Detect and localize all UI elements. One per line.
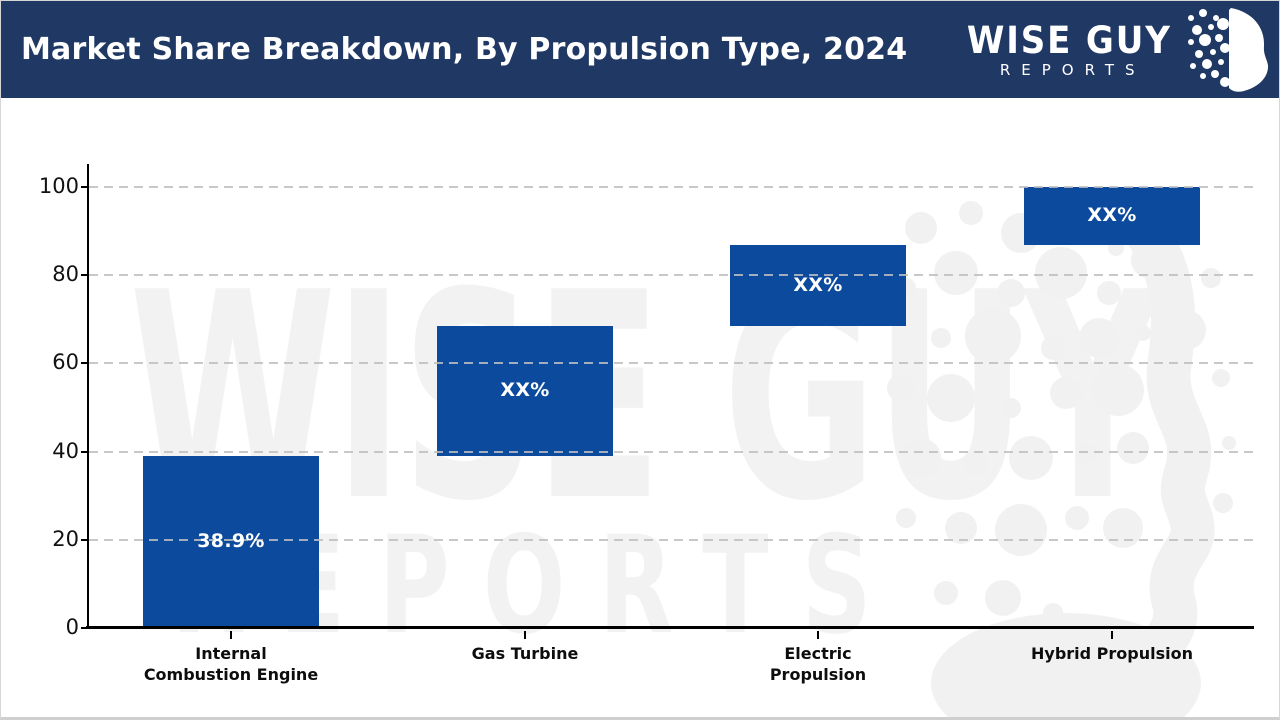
logo-subtext: REPORTS	[999, 60, 1146, 79]
header: Market Share Breakdown, By Propulsion Ty…	[1, 1, 1279, 98]
x-category-label-line: Internal	[195, 644, 267, 663]
y-tick-label-40: 40	[52, 438, 79, 463]
brand-logo: WISE GUY REPORTS	[958, 6, 1269, 94]
x-category-label: Hybrid Propulsion	[982, 643, 1242, 664]
y-tick-mark-20	[81, 538, 89, 541]
bar-value-label: XX%	[793, 273, 843, 296]
x-category-label-line: Hybrid Propulsion	[1031, 644, 1193, 663]
gridline-40	[89, 450, 1254, 453]
x-category-label-line: Gas Turbine	[471, 644, 579, 663]
x-axis-line	[86, 626, 1254, 629]
y-tick-label-100: 100	[38, 174, 79, 198]
y-tick-mark-0	[81, 627, 89, 629]
brand-logo-text: WISE GUY REPORTS	[958, 22, 1181, 78]
x-category-label-line: Electric	[784, 644, 852, 663]
bar-electric-propulsion	[730, 245, 906, 326]
y-tick-label-0: 0	[65, 615, 79, 639]
bar-gas-turbine	[437, 325, 613, 457]
page-title: Market Share Breakdown, By Propulsion Ty…	[21, 32, 908, 67]
y-tick-mark-80	[81, 274, 89, 277]
x-tick-mark	[524, 631, 526, 639]
x-tick-mark	[1111, 631, 1113, 639]
x-tick-mark	[230, 631, 232, 639]
gridline-20	[89, 538, 1254, 541]
gridline-60	[89, 362, 1254, 365]
bar-hybrid-propulsion	[1024, 187, 1200, 246]
x-category-label: Gas Turbine	[395, 643, 655, 664]
chart-area: WISE GUY REPORTS	[1, 98, 1279, 717]
gridline-100	[89, 186, 1254, 188]
y-tick-label-20: 20	[52, 526, 79, 551]
x-category-label-line: Combustion Engine	[143, 665, 319, 684]
x-category-label: Electric Propulsion	[688, 643, 948, 685]
bar-value-label: 38.9%	[197, 530, 265, 553]
bar-internal-combustion-engine	[143, 456, 319, 628]
x-category-label: Internal Combustion Engine	[101, 643, 361, 685]
x-category-label-line: Propulsion	[769, 665, 867, 684]
logo-wordmark: WISE GUY	[967, 18, 1173, 62]
bar-value-label: XX%	[500, 379, 550, 402]
gridline-80	[89, 274, 1254, 277]
logo-face-icon	[1188, 7, 1269, 92]
x-tick-mark	[817, 631, 819, 639]
y-tick-label-80: 80	[52, 262, 79, 287]
y-tick-mark-60	[81, 362, 89, 365]
y-axis-line	[87, 164, 89, 628]
y-tick-label-60: 60	[52, 350, 79, 375]
y-tick-mark-40	[81, 450, 89, 453]
y-tick-mark-100	[81, 186, 89, 188]
bar-value-label: XX%	[1087, 204, 1137, 227]
